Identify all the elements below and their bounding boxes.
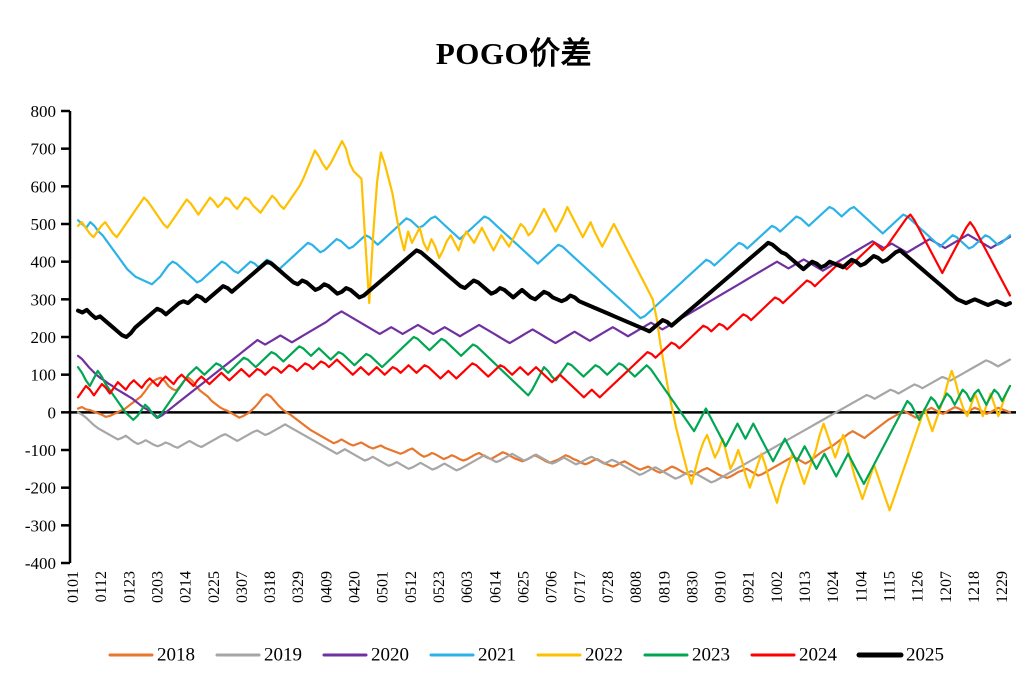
legend-label-2021[interactable]: 2021 [478,644,516,665]
x-tick-label: 1126 [910,571,927,602]
y-tick-label: 300 [31,290,57,309]
legend-label-2020[interactable]: 2020 [371,644,409,665]
x-tick-label: 1013 [797,571,814,603]
x-tick-label: 1104 [853,571,870,602]
y-tick-label: 700 [31,140,57,159]
x-axis-ticks: 0101 0112 0123 0203 0214 0225 0307 0318 0329 0409… [65,571,1011,603]
x-tick-label: 0523 [431,571,448,603]
legend-label-2019[interactable]: 2019 [264,644,302,665]
x-tick-label: 0501 [375,571,392,603]
x-tick-label: 0603 [459,571,476,603]
x-tick-label: 0307 [234,571,251,603]
series-lines [76,140,1012,512]
y-tick-label: 400 [31,253,57,272]
x-tick-label: 0214 [178,571,195,603]
x-tick-label: 0717 [572,571,589,603]
x-tick-label: 0921 [741,571,758,603]
y-tick-label: 0 [48,403,57,422]
legend-label-2023[interactable]: 2023 [692,644,730,665]
y-tick-label: -200 [25,479,56,498]
y-tick-label: -400 [25,554,56,573]
series-line-2021 [76,205,1012,320]
legend-label-2018[interactable]: 2018 [157,644,195,665]
series-line-2020 [76,233,1012,419]
x-tick-label: 0910 [713,571,730,603]
x-tick-label: 0706 [544,571,561,603]
x-tick-label: 0225 [206,571,223,603]
y-tick-label: 800 [31,102,57,121]
x-tick-label: 0101 [65,571,82,603]
x-tick-label: 0819 [656,571,673,603]
legend-label-2022[interactable]: 2022 [585,644,623,665]
x-tick-label: 0625 [515,571,532,603]
y-tick-label: 200 [31,328,57,347]
y-tick-label: 600 [31,177,57,196]
x-tick-label: 0614 [487,571,504,603]
y-tick-label: 500 [31,215,57,234]
x-tick-label: 1207 [938,571,955,603]
y-tick-label: 100 [31,366,57,385]
x-tick-label: 0123 [121,571,138,603]
y-axis-ticks: 800 700 600 500 400 300 200 100 0 -100 -200 -300 -40… [25,102,70,573]
series-line-2025 [76,240,1012,339]
x-tick-label: 0203 [149,571,166,603]
x-tick-label: 0318 [262,571,279,603]
series-line-2023 [76,335,1012,485]
legend-label-2024[interactable]: 2024 [799,644,838,665]
x-tick-label: 1002 [769,571,786,603]
series-line-2018 [76,376,1012,479]
series-line-2022 [76,140,1012,512]
x-tick-label: 0409 [318,571,335,603]
x-tick-label: 1024 [825,571,842,603]
chart-legend: 2018 2019 2020 2021 2022 2023 2024 2025 [108,644,944,665]
x-tick-label: 0728 [600,571,617,603]
x-tick-label: 0420 [347,571,364,603]
chart-title: POGO价差 [435,36,593,71]
x-tick-label: 0512 [403,571,420,603]
x-tick-label: 1229 [994,571,1011,603]
x-tick-label: 1115 [881,571,898,602]
x-tick-label: 1218 [966,571,983,603]
series-line-2019 [76,358,1012,484]
y-tick-label: -300 [25,516,56,535]
x-tick-label: 0329 [290,571,307,603]
legend-label-2025[interactable]: 2025 [906,644,944,665]
y-tick-label: -100 [25,441,56,460]
x-tick-label: 0808 [628,571,645,603]
x-tick-label: 0830 [684,571,701,603]
x-tick-label: 0112 [93,571,110,602]
